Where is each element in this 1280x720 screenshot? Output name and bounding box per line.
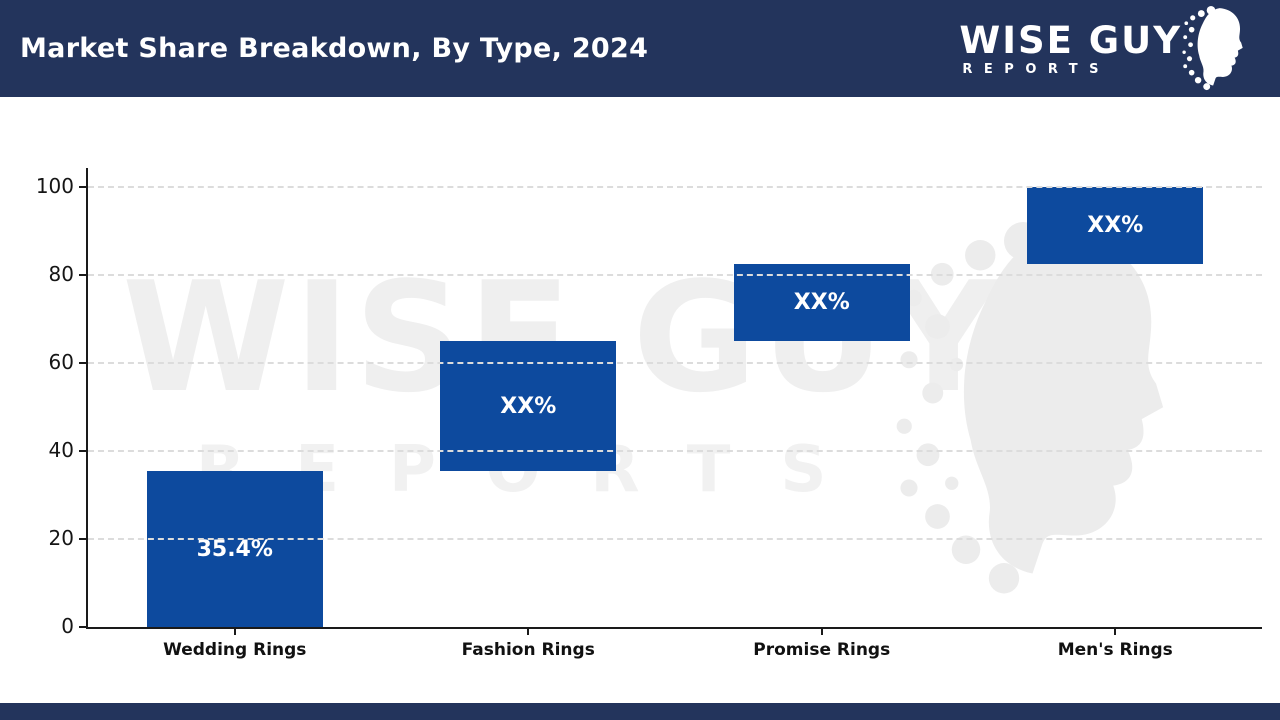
y-axis — [86, 168, 88, 629]
y-tick-mark — [79, 274, 88, 276]
wise-guy-logo: WISE GUY REPORTS — [959, 5, 1254, 92]
y-axis-tick-label: 0 — [61, 614, 74, 638]
y-axis-tick-label: 40 — [48, 438, 74, 462]
y-tick-mark — [79, 186, 88, 188]
y-tick-mark — [79, 626, 88, 628]
gridline — [88, 538, 1262, 540]
y-tick-mark — [79, 450, 88, 452]
x-axis-label: Men's Rings — [1057, 640, 1173, 660]
bar-value-label: XX% — [793, 290, 850, 315]
bar: XX% — [733, 264, 910, 341]
x-axis-label: Wedding Rings — [163, 640, 307, 660]
bar-value-label: XX% — [500, 393, 557, 419]
gridline — [88, 362, 1262, 364]
x-tick-mark — [527, 627, 530, 635]
gridline — [88, 274, 1262, 276]
header-bar: Market Share Breakdown, By Type, 2024 WI… — [0, 0, 1280, 97]
y-axis-tick-label: 20 — [48, 526, 74, 550]
page-title: Market Share Breakdown, By Type, 2024 — [20, 33, 649, 64]
x-tick-mark — [1114, 627, 1117, 635]
bar: XX% — [1027, 187, 1204, 264]
y-axis-tick-label: 100 — [35, 174, 74, 198]
logo-wordmark: WISE GUY — [959, 18, 1182, 62]
x-axis-label: Promise Rings — [753, 640, 891, 660]
y-tick-mark — [79, 538, 88, 540]
x-axis — [86, 627, 1262, 629]
y-axis-tick-label: 60 — [48, 350, 74, 374]
bar: 35.4% — [146, 471, 323, 627]
gridline — [88, 450, 1262, 452]
footer-bar — [0, 703, 1280, 720]
x-axis-label: Fashion Rings — [461, 640, 595, 660]
y-axis-tick-label: 80 — [48, 262, 74, 286]
logo-subtitle: REPORTS — [962, 61, 1111, 77]
logo-head-icon — [1182, 5, 1243, 90]
y-tick-mark — [79, 362, 88, 364]
x-tick-mark — [820, 627, 823, 635]
bar-value-label: 35.4% — [196, 536, 273, 562]
gridline — [88, 186, 1262, 188]
bar-value-label: XX% — [1087, 213, 1144, 238]
x-tick-mark — [233, 627, 236, 635]
